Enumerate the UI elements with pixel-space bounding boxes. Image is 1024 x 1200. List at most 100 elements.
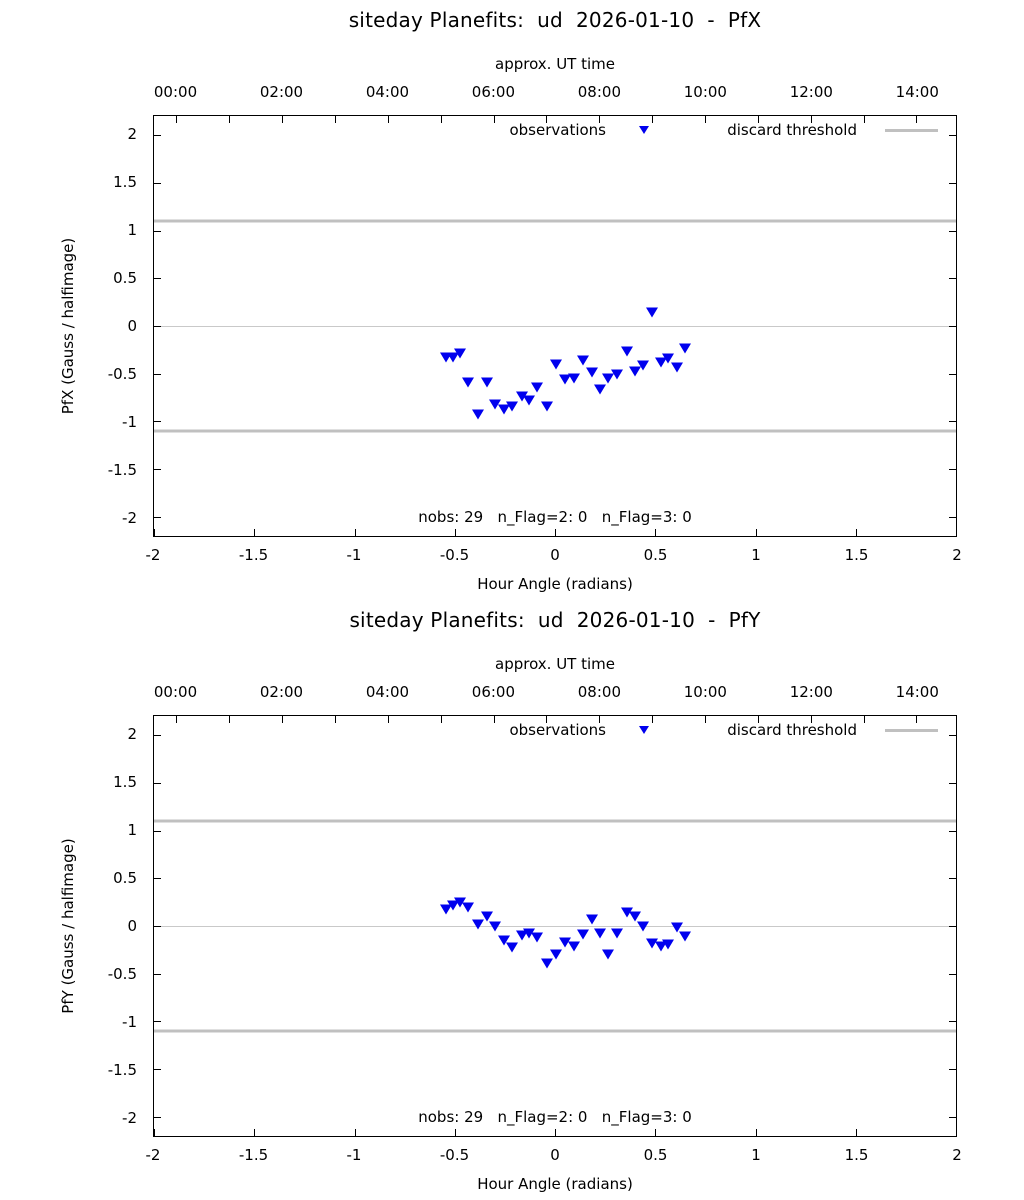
axis-tick bbox=[949, 878, 956, 880]
data-point bbox=[585, 367, 598, 378]
x-tick-label: -2 bbox=[145, 1146, 161, 1164]
axis-tick bbox=[154, 926, 161, 927]
y-tick-label: -1.5 bbox=[107, 1060, 137, 1079]
x-axis-label: Hour Angle (radians) bbox=[477, 575, 633, 593]
chart-title: siteday Planefits: ud 2026-01-10 - PfX bbox=[348, 8, 762, 32]
ut-tick-labels: 00:00 02:00 04:00 06:00 08:00 10:00 12:00 14:00 bbox=[153, 683, 957, 703]
axis-tick bbox=[949, 926, 956, 927]
ut-tick-label: 06:00 bbox=[471, 683, 516, 701]
data-point bbox=[670, 922, 683, 933]
ut-tick-label: 02:00 bbox=[259, 683, 304, 701]
axis-tick bbox=[757, 716, 759, 723]
data-point bbox=[585, 914, 598, 925]
ut-axis-label: approx. UT time bbox=[495, 55, 615, 73]
axis-tick bbox=[757, 116, 759, 123]
axis-tick bbox=[335, 116, 336, 123]
axis-tick bbox=[652, 716, 654, 723]
axis-tick bbox=[154, 1116, 161, 1118]
x-tick-label: 0 bbox=[550, 1146, 560, 1164]
data-point bbox=[506, 401, 519, 412]
y-tick-label: -1 bbox=[122, 1012, 137, 1031]
data-point bbox=[462, 377, 475, 388]
data-point bbox=[662, 939, 675, 950]
axis-tick bbox=[176, 716, 178, 723]
x-tick-label: -1.5 bbox=[238, 1146, 269, 1164]
data-point bbox=[679, 931, 692, 942]
data-point bbox=[447, 352, 460, 363]
data-point bbox=[654, 941, 667, 952]
ut-tick-label: 04:00 bbox=[365, 83, 410, 101]
y-tick-labels: 2 1.5 1 0.5 0 -0.5 -1 -1.5 -2 bbox=[95, 115, 145, 537]
axis-tick bbox=[440, 716, 442, 723]
ut-axis-label: approx. UT time bbox=[495, 655, 615, 673]
axis-tick bbox=[652, 116, 654, 123]
axis-tick bbox=[154, 830, 161, 832]
axis-tick bbox=[229, 116, 231, 123]
data-point bbox=[601, 373, 614, 384]
ut-tick-labels: 00:00 02:00 04:00 06:00 08:00 10:00 12:00 14:00 bbox=[153, 83, 957, 103]
x-tick-label: 0 bbox=[550, 546, 560, 564]
data-point bbox=[629, 366, 642, 377]
x-tick-label: 0.5 bbox=[643, 546, 668, 564]
axis-tick bbox=[599, 116, 601, 123]
threshold-line-lower bbox=[154, 429, 956, 433]
x-tick-label: -0.5 bbox=[439, 1146, 470, 1164]
y-tick-label: 1 bbox=[127, 221, 137, 240]
data-point bbox=[654, 357, 667, 368]
data-point bbox=[629, 911, 642, 922]
axis-tick bbox=[154, 782, 161, 784]
axis-tick bbox=[704, 716, 706, 723]
data-point bbox=[567, 373, 580, 383]
ut-tick-label: 12:00 bbox=[789, 83, 833, 101]
y-tick-label: 0.5 bbox=[113, 869, 137, 888]
data-point bbox=[497, 935, 510, 946]
axis-tick bbox=[949, 735, 956, 737]
data-point bbox=[531, 932, 544, 943]
axis-tick bbox=[916, 116, 918, 123]
axis-tick bbox=[154, 278, 161, 280]
plot-area: observations discard threshold nobs: 29 … bbox=[153, 115, 957, 537]
axis-tick bbox=[555, 529, 556, 536]
ut-tick-label: 00:00 bbox=[153, 83, 198, 101]
axis-tick bbox=[493, 116, 495, 123]
axis-tick bbox=[229, 716, 231, 723]
y-tick-label: 0.5 bbox=[113, 269, 137, 288]
axis-tick bbox=[354, 1129, 356, 1136]
data-point bbox=[472, 919, 485, 930]
axis-tick bbox=[949, 830, 956, 832]
x-tick-label: 1 bbox=[751, 546, 761, 564]
axis-tick bbox=[949, 135, 956, 137]
x-tick-labels: -2 -1.5 -1 -0.5 0 0.5 1 1.5 2 bbox=[146, 1146, 962, 1166]
axis-tick bbox=[154, 230, 161, 232]
data-point bbox=[646, 938, 659, 949]
y-tick-label: -0.5 bbox=[107, 964, 137, 983]
stats-annotation: nobs: 29 n_Flag=2: 0 n_Flag=3: 0 bbox=[418, 1108, 692, 1126]
data-point bbox=[540, 401, 553, 412]
axis-tick bbox=[863, 716, 865, 723]
data-point bbox=[611, 369, 624, 380]
axis-tick bbox=[154, 878, 161, 880]
axis-tick bbox=[949, 973, 956, 975]
pfy-chart: siteday Planefits: ud 2026-01-10 - PfY a… bbox=[0, 600, 1024, 1200]
axis-tick bbox=[949, 782, 956, 784]
axis-tick bbox=[335, 716, 336, 723]
y-tick-label: 1.5 bbox=[113, 773, 137, 792]
threshold-line-upper bbox=[154, 819, 956, 823]
axis-tick bbox=[454, 529, 456, 536]
x-tick-label: 2 bbox=[952, 1146, 962, 1164]
zero-line bbox=[154, 326, 956, 327]
axis-tick bbox=[154, 1069, 161, 1071]
axis-tick bbox=[655, 529, 657, 536]
x-tick-label: -2 bbox=[145, 546, 161, 564]
data-point bbox=[621, 907, 634, 918]
axis-tick bbox=[154, 973, 161, 975]
axis-tick bbox=[704, 116, 706, 123]
data-point bbox=[522, 928, 535, 939]
ut-tick-label: 02:00 bbox=[259, 83, 304, 101]
data-point bbox=[558, 937, 571, 948]
axis-tick bbox=[282, 116, 284, 123]
ut-tick-label: 08:00 bbox=[577, 683, 621, 701]
ut-tick-label: 08:00 bbox=[577, 83, 621, 101]
y-tick-label: -2 bbox=[122, 508, 137, 527]
axis-tick bbox=[282, 716, 284, 723]
